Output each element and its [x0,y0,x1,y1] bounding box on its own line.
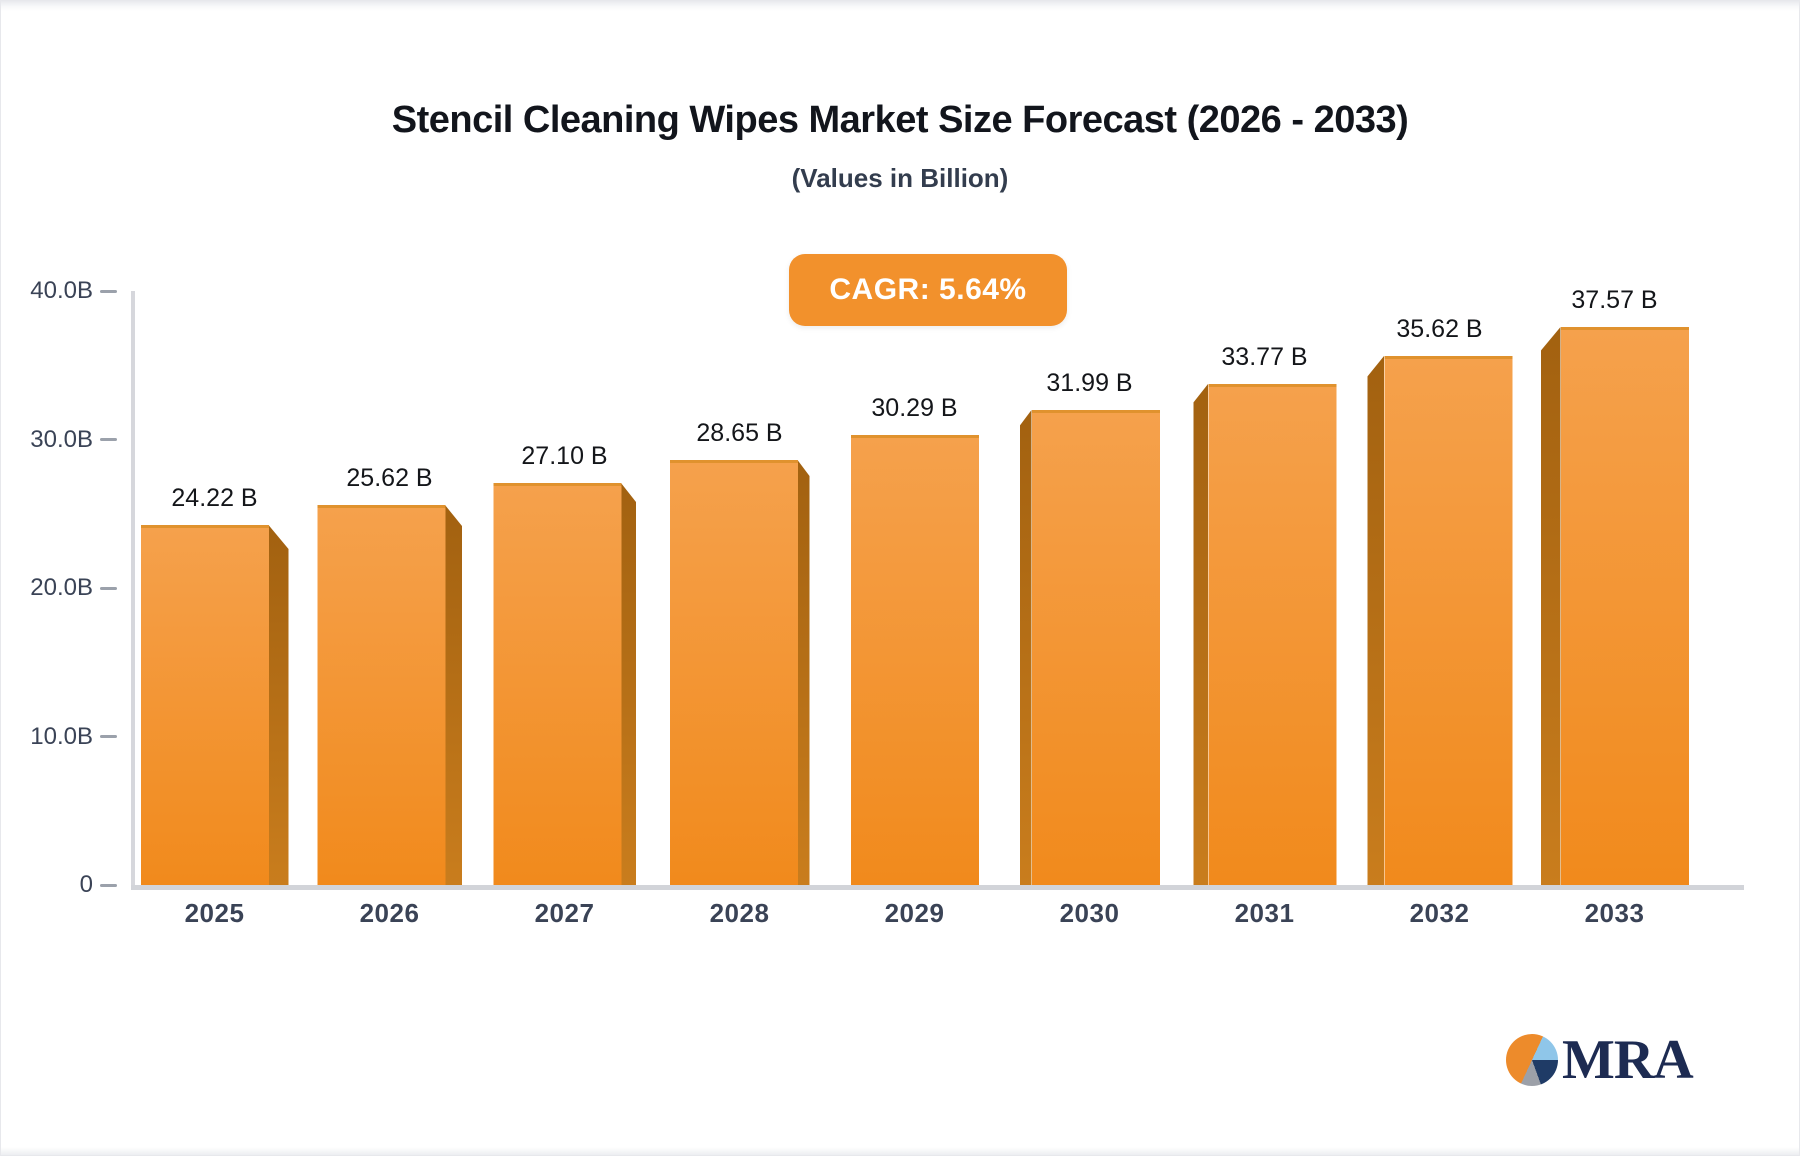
bar-2026[interactable] [317,505,462,885]
bar-slot: 25.62 B 2026 [302,291,477,928]
y-tick-mark [100,735,117,738]
bar-slot: 24.22 B 2025 [127,291,302,928]
cagr-badge: CAGR: 5.64% [789,254,1067,326]
x-tick-label: 2025 [184,898,245,928]
x-tick-label: 2029 [884,898,945,928]
bar-value-label: 28.65 B [696,419,783,447]
x-tick-label: 2028 [709,898,770,928]
x-tick-label: 2031 [1234,898,1295,928]
bar-value-label: 25.62 B [346,464,433,492]
x-tick-label: 2032 [1409,898,1470,928]
y-tick-label: 20.0B [30,574,93,601]
bar-side-face [445,505,462,885]
chart-title: Stencil Cleaning Wipes Market Size Forec… [391,99,1409,141]
bar-value-label: 31.99 B [1046,369,1133,397]
x-axis-line [131,885,1744,890]
bar-side-face [1367,356,1384,885]
y-tick-label: 10.0B [30,722,93,750]
y-tick-label: 30.0B [30,425,93,453]
bar-slot: 30.29 B 2029 [827,291,1002,928]
brand-logo: MRA [1506,1029,1694,1091]
cagr-badge-label: CAGR: 5.64% [829,273,1027,306]
y-tick-label: 40.0B [30,277,93,304]
x-tick-label: 2026 [359,898,420,928]
chart-subtitle: (Values in Billion) [791,163,1009,193]
bar-2031[interactable] [1193,384,1336,885]
bar-side-face [1540,327,1561,885]
y-tick-mark [100,289,117,293]
bar-side-face [1019,410,1032,885]
bar-value-label: 33.77 B [1221,343,1308,371]
y-tick-label: 0 [79,871,93,898]
y-tick-mark [100,586,117,590]
y-tick-mark [100,438,117,441]
bar-side-face [1193,384,1208,885]
bar-side-face [797,460,810,885]
plot-area: 24.22 B 2025 25.62 B 2026 27.10 B 2027 28.65 B… [127,286,1702,928]
x-tick-label: 2027 [534,898,595,928]
bar-face [1208,384,1336,885]
bar-face [669,460,798,885]
bar-face [317,505,445,885]
bar-2025[interactable] [140,525,289,885]
bar-face [493,483,621,885]
bar-face [140,525,269,885]
bar-face [1384,356,1512,885]
bar-2033[interactable] [1540,327,1689,885]
bar-face [1560,327,1689,885]
bar-2030[interactable] [1019,410,1160,885]
bar-slot: 33.77 B 2031 [1177,291,1352,928]
bar-value-label: 27.10 B [521,442,608,470]
bar-value-label: 30.29 B [871,394,958,422]
pie-chart-logo-icon [1506,1034,1558,1086]
bar-slot: 28.65 B 2028 [652,291,827,928]
y-axis-line [131,291,135,890]
bar-2032[interactable] [1367,356,1512,885]
bar-value-label: 35.62 B [1396,315,1483,343]
x-tick-label: 2030 [1059,898,1120,928]
bar-slot: 35.62 B 2032 [1352,291,1527,928]
y-tick-mark [100,883,117,887]
bar-face [1031,410,1160,885]
bar-2029[interactable] [850,435,979,885]
bar-slot: 27.10 B 2027 [477,291,652,928]
bar-2027[interactable] [493,483,636,885]
brand-logo-text: MRA [1562,1029,1694,1091]
bar-value-label: 37.57 B [1571,286,1658,314]
bar-slot: 37.57 B 2033 [1527,286,1702,928]
bar-side-face [268,525,289,885]
bar-face [850,435,979,885]
bar-slot: 31.99 B 2030 [1002,291,1177,928]
bar-2028[interactable] [669,460,810,885]
bar-side-face [621,483,636,885]
bar-value-label: 24.22 B [171,484,258,512]
x-tick-label: 2033 [1584,898,1645,928]
